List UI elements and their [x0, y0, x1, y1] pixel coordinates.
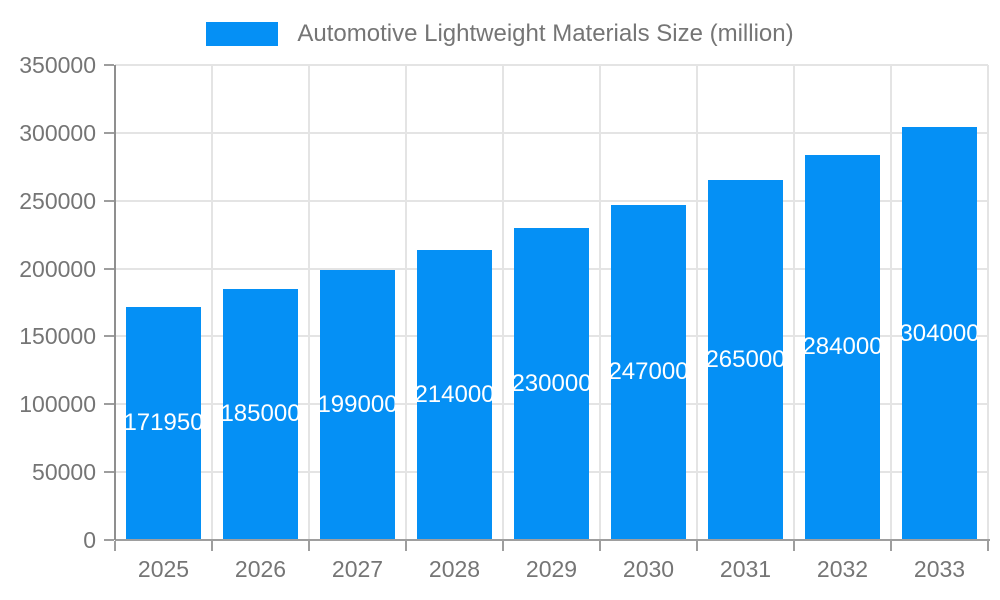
- ytick-label: 300000: [19, 119, 96, 146]
- xtick-mark: [502, 541, 504, 551]
- gridline-x: [696, 65, 698, 540]
- bar[interactable]: 185000: [223, 288, 298, 540]
- ytick-label: 0: [83, 527, 96, 553]
- ytick-label: 100000: [19, 391, 96, 418]
- bar[interactable]: 247000: [611, 204, 686, 540]
- xtick-mark: [987, 541, 989, 551]
- legend[interactable]: Automotive Lightweight Materials Size (m…: [0, 20, 1000, 47]
- bar[interactable]: 199000: [320, 269, 395, 540]
- gridline-x: [211, 65, 213, 540]
- bar-value-label: 230000: [514, 369, 589, 397]
- xtick-label: 2033: [913, 556, 966, 582]
- xtick-mark: [405, 541, 407, 551]
- y-axis-line: [114, 65, 116, 540]
- plot-area: 0 50000 100000 150000 200000 250000 300000 3500…: [19, 52, 990, 582]
- xtick-mark: [308, 541, 310, 551]
- xtick-label: 2028: [428, 556, 481, 582]
- xtick-label: 2027: [331, 556, 384, 582]
- gridline-y: [115, 199, 988, 202]
- bar[interactable]: 265000: [708, 180, 783, 540]
- ytick-mark: [104, 64, 114, 66]
- bar[interactable]: 284000: [805, 154, 880, 540]
- ytick-label: 250000: [19, 187, 96, 214]
- ytick-mark: [104, 471, 114, 474]
- xtick-mark: [890, 541, 892, 551]
- gridline-x: [502, 65, 504, 540]
- ytick-mark: [104, 335, 114, 338]
- xtick-mark: [696, 541, 698, 551]
- xtick-label: 2030: [622, 556, 675, 582]
- xtick-label: 2031: [719, 556, 772, 582]
- gridline-x: [987, 65, 989, 540]
- bar-value-label: 265000: [708, 346, 783, 374]
- xtick-mark: [211, 541, 213, 551]
- bar-value-label: 185000: [223, 400, 298, 428]
- ytick-label: 50000: [32, 459, 96, 486]
- xtick-label: 2032: [816, 556, 869, 582]
- bar-value-label: 304000: [902, 319, 977, 347]
- ytick-label: 200000: [19, 255, 96, 282]
- ytick-mark: [104, 199, 114, 202]
- legend-label[interactable]: Automotive Lightweight Materials Size (m…: [297, 20, 794, 47]
- xtick-label: 2025: [137, 556, 190, 582]
- gridline-x: [890, 65, 892, 540]
- gridline-x: [793, 65, 795, 540]
- bar[interactable]: 171950: [126, 306, 201, 540]
- xtick-label: 2029: [525, 556, 578, 582]
- x-axis-line: [115, 539, 990, 541]
- bar-value-label: 171950: [126, 409, 201, 437]
- xtick-mark: [793, 541, 795, 551]
- bar-value-label: 247000: [611, 358, 686, 386]
- ytick-mark: [104, 403, 114, 406]
- xtick-mark: [599, 541, 601, 551]
- gridline-y: [115, 64, 988, 66]
- bar-value-label: 284000: [805, 333, 880, 361]
- legend-swatch[interactable]: [206, 22, 279, 46]
- xtick-label: 2026: [234, 556, 287, 582]
- bar[interactable]: 214000: [417, 249, 492, 540]
- xtick-mark: [114, 541, 116, 551]
- bar-value-label: 199000: [320, 390, 395, 418]
- gridline-y: [115, 131, 988, 134]
- gridline-x: [308, 65, 310, 540]
- bar[interactable]: 230000: [514, 227, 589, 540]
- ytick-label: 150000: [19, 323, 96, 350]
- bar[interactable]: 304000: [902, 127, 977, 540]
- ytick-mark: [104, 267, 114, 270]
- ytick-label: 350000: [19, 52, 96, 78]
- bar-value-label: 214000: [417, 380, 492, 408]
- gridline-x: [405, 65, 407, 540]
- ytick-mark: [104, 131, 114, 134]
- ytick-mark: [104, 539, 114, 541]
- gridline-x: [599, 65, 601, 540]
